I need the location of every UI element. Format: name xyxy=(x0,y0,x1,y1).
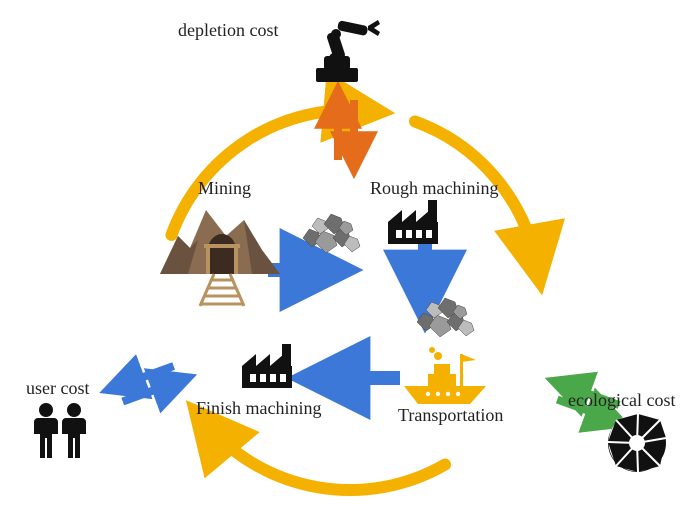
ore-icon xyxy=(417,298,474,337)
factory-icon xyxy=(242,344,292,388)
factory-icon xyxy=(388,200,438,244)
outer-cycle-arcs xyxy=(171,110,537,490)
user-cost-label: user cost xyxy=(26,378,89,399)
finish-machining-label: Finish machining xyxy=(196,398,322,419)
ore-icon xyxy=(303,214,360,253)
rough-machining-label: Rough machining xyxy=(370,178,499,199)
robot-arm-icon xyxy=(316,20,380,82)
mining-label: Mining xyxy=(198,178,251,199)
people-icon xyxy=(34,403,86,458)
depletion-cost-label: depletion cost xyxy=(178,20,278,41)
aperture-icon xyxy=(608,414,667,472)
process-flow-arrows xyxy=(268,240,425,378)
ecological-cost-label: ecological cost xyxy=(568,390,675,411)
user-exchange-arrows xyxy=(117,366,179,402)
transportation-label: Transportation xyxy=(398,405,503,426)
ship-icon xyxy=(404,347,486,404)
